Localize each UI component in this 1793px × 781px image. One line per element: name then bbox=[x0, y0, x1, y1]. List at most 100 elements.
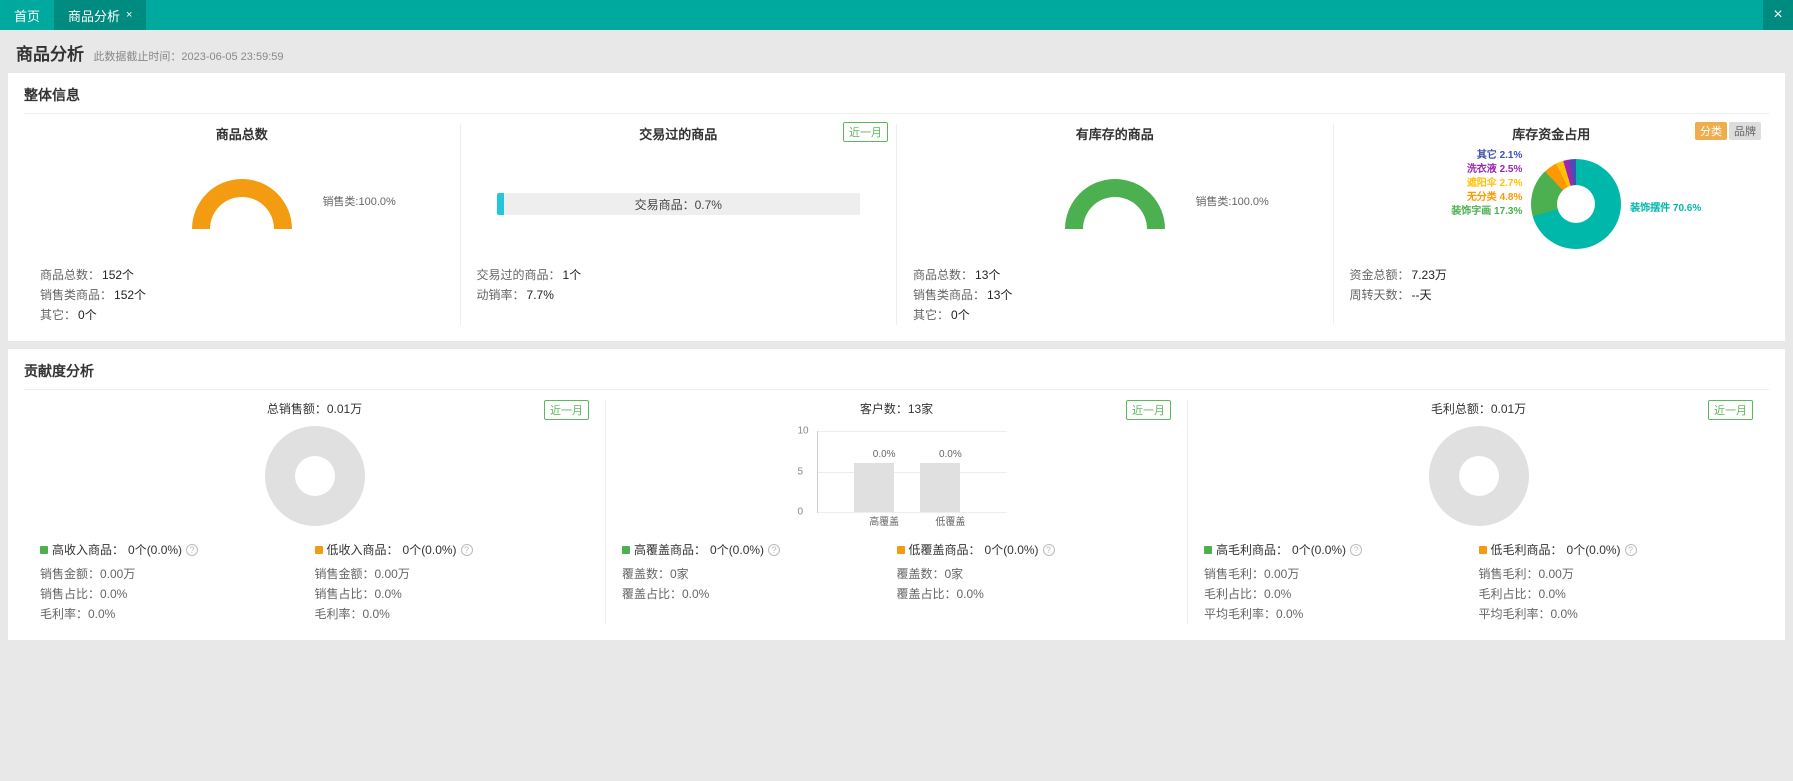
card-stats: 商品总数：152个销售类商品：152个其它：0个 bbox=[40, 265, 444, 325]
tab-close-icon[interactable]: × bbox=[126, 9, 132, 21]
card-stock-capital: 分类 品牌 库存资金占用 其它 2.1%洗衣液 2.5%遮阳伞 2.7%无分类 … bbox=[1333, 124, 1770, 325]
card-title-v: 13家 bbox=[908, 400, 933, 417]
pie-slice-label: 洗衣液 2.5% bbox=[1451, 163, 1522, 177]
stat-line: 覆盖数：0家 bbox=[897, 564, 1172, 584]
bar-chart-coverage: 0510 0.0%高覆盖 0.0%低覆盖 bbox=[787, 421, 1007, 531]
stat-line: 覆盖占比：0.0% bbox=[897, 584, 1172, 604]
help-icon[interactable]: ? bbox=[1350, 544, 1362, 556]
stat-line: 商品总数：13个 bbox=[913, 265, 1317, 285]
stat-line: 其它：0个 bbox=[40, 305, 444, 325]
card-total-products: 商品总数 销售类:100.0% 商品总数：152个销售类商品：152个其它：0个 bbox=[24, 124, 460, 325]
card-stats: 商品总数：13个销售类商品：13个其它：0个 bbox=[913, 265, 1317, 325]
progress-traded: 交易商品：0.7% bbox=[497, 193, 860, 215]
stat-line: 其它：0个 bbox=[913, 305, 1317, 325]
pie-slice-label: 无分类 4.8% bbox=[1451, 191, 1522, 205]
badge-period[interactable]: 近一月 bbox=[544, 400, 589, 420]
gauge-stock-products bbox=[1065, 179, 1165, 229]
contrib-stats: 高覆盖商品： 0个(0.0%) ? 覆盖数：0家覆盖占比：0.0% 低覆盖商品：… bbox=[622, 541, 1171, 604]
badge-period[interactable]: 近一月 bbox=[1126, 400, 1171, 420]
bar: 0.0%低覆盖 bbox=[920, 463, 960, 512]
gauge-label: 销售类:100.0% bbox=[1195, 193, 1268, 209]
tab-product-analysis[interactable]: 商品分析 × bbox=[54, 0, 146, 30]
stat-line: 销售占比：0.0% bbox=[315, 584, 590, 604]
help-icon[interactable]: ? bbox=[768, 544, 780, 556]
card-title-v: 0.01万 bbox=[1491, 400, 1526, 417]
pie-stock-capital: 其它 2.1%洗衣液 2.5%遮阳伞 2.7%无分类 4.8%装饰字画 17.3… bbox=[1451, 149, 1651, 259]
contrib-val: 0个(0.0%) bbox=[710, 541, 764, 558]
pie-slice-label: 遮阳伞 2.7% bbox=[1451, 177, 1522, 191]
help-icon[interactable]: ? bbox=[1043, 544, 1055, 556]
stat-line: 销售金额：0.00万 bbox=[40, 564, 315, 584]
progress-fill bbox=[497, 193, 504, 215]
help-icon[interactable]: ? bbox=[461, 544, 473, 556]
stat-line: 覆盖数：0家 bbox=[622, 564, 897, 584]
page-title: 商品分析 bbox=[16, 40, 84, 65]
panel-contribution: 贡献度分析 总销售额： 0.01万 近一月 高收入商品： 0个(0.0%) ? … bbox=[8, 349, 1785, 640]
progress-label: 交易商品：0.7% bbox=[635, 196, 722, 213]
contrib-stats: 高毛利商品： 0个(0.0%) ? 销售毛利：0.00万毛利占比：0.0%平均毛… bbox=[1204, 541, 1753, 624]
tabbar-close-icon[interactable]: × bbox=[1763, 0, 1793, 30]
stat-line: 毛利占比：0.0% bbox=[1479, 584, 1754, 604]
card-title: 有库存的商品 bbox=[913, 124, 1317, 143]
stat-line: 平均毛利率：0.0% bbox=[1204, 604, 1479, 624]
toggle-category[interactable]: 分类 bbox=[1695, 122, 1727, 140]
contrib-col-left: 高毛利商品： 0个(0.0%) ? 销售毛利：0.00万毛利占比：0.0%平均毛… bbox=[1204, 541, 1479, 624]
help-icon[interactable]: ? bbox=[1625, 544, 1637, 556]
contrib-val: 0个(0.0%) bbox=[128, 541, 182, 558]
tab-bar: 首页 商品分析 × × bbox=[0, 0, 1793, 30]
contrib-hdr: 低收入商品： bbox=[327, 541, 399, 558]
stat-line: 平均毛利率：0.0% bbox=[1479, 604, 1754, 624]
card-traded-products: 近一月 交易过的商品 交易商品：0.7% 交易过的商品：1个动销率：7.7% bbox=[460, 124, 897, 325]
card-customers: 客户数： 13家 近一月 0510 0.0%高覆盖 0.0%低覆盖 高覆盖商品：… bbox=[605, 400, 1187, 624]
legend-swatch bbox=[315, 546, 323, 554]
page-header: 商品分析 此数据截止时间：2023-06-05 23:59:59 bbox=[0, 30, 1793, 73]
contrib-hdr: 高毛利商品： bbox=[1216, 541, 1288, 558]
pie-labels: 其它 2.1%洗衣液 2.5%遮阳伞 2.7%无分类 4.8%装饰字画 17.3… bbox=[1451, 149, 1522, 219]
stat-line: 覆盖占比：0.0% bbox=[622, 584, 897, 604]
contrib-col-left: 高收入商品： 0个(0.0%) ? 销售金额：0.00万销售占比：0.0%毛利率… bbox=[40, 541, 315, 624]
stat-line: 销售类商品：152个 bbox=[40, 285, 444, 305]
card-title: 商品总数 bbox=[40, 124, 444, 143]
contrib-hdr: 高覆盖商品： bbox=[634, 541, 706, 558]
stat-line: 毛利占比：0.0% bbox=[1204, 584, 1479, 604]
pie-slice-label: 其它 2.1% bbox=[1451, 149, 1522, 163]
stat-line: 销售毛利：0.00万 bbox=[1204, 564, 1479, 584]
legend-swatch bbox=[1479, 546, 1487, 554]
stat-line: 销售类商品：13个 bbox=[913, 285, 1317, 305]
legend-swatch bbox=[622, 546, 630, 554]
legend-swatch bbox=[1204, 546, 1212, 554]
donut-sales bbox=[265, 426, 365, 526]
card-gross-profit: 毛利总额： 0.01万 近一月 高毛利商品： 0个(0.0%) ? 销售毛利：0… bbox=[1187, 400, 1769, 624]
contrib-val: 0个(0.0%) bbox=[403, 541, 457, 558]
badge-period[interactable]: 近一月 bbox=[1708, 400, 1753, 420]
help-icon[interactable]: ? bbox=[186, 544, 198, 556]
bar: 0.0%高覆盖 bbox=[854, 463, 894, 512]
stat-line: 毛利率：0.0% bbox=[40, 604, 315, 624]
contrib-col-right: 低覆盖商品： 0个(0.0%) ? 覆盖数：0家覆盖占比：0.0% bbox=[897, 541, 1172, 604]
badge-period[interactable]: 近一月 bbox=[843, 122, 888, 142]
contrib-val: 0个(0.0%) bbox=[1567, 541, 1621, 558]
stat-line: 销售占比：0.0% bbox=[40, 584, 315, 604]
card-total-sales: 总销售额： 0.01万 近一月 高收入商品： 0个(0.0%) ? 销售金额：0… bbox=[24, 400, 605, 624]
tab-home[interactable]: 首页 bbox=[0, 0, 54, 30]
contrib-val: 0个(0.0%) bbox=[1292, 541, 1346, 558]
donut-profit bbox=[1429, 426, 1529, 526]
contrib-hdr: 高收入商品： bbox=[52, 541, 124, 558]
legend-swatch bbox=[40, 546, 48, 554]
card-title-v: 0.01万 bbox=[327, 400, 362, 417]
stat-line: 销售毛利：0.00万 bbox=[1479, 564, 1754, 584]
stat-line: 销售金额：0.00万 bbox=[315, 564, 590, 584]
panel-overall: 整体信息 商品总数 销售类:100.0% 商品总数：152个销售类商品：152个… bbox=[8, 73, 1785, 341]
toggle-brand[interactable]: 品牌 bbox=[1729, 122, 1761, 140]
legend-swatch bbox=[897, 546, 905, 554]
gauge-label: 销售类:100.0% bbox=[322, 193, 395, 209]
card-title-k: 客户数： bbox=[860, 400, 908, 417]
contrib-hdr: 低毛利商品： bbox=[1491, 541, 1563, 558]
card-title: 库存资金占用 bbox=[1350, 124, 1754, 143]
card-stats: 交易过的商品：1个动销率：7.7% bbox=[477, 265, 881, 305]
contrib-hdr: 低覆盖商品： bbox=[909, 541, 981, 558]
card-title-k: 总销售额： bbox=[267, 400, 327, 417]
card-stock-products: 有库存的商品 销售类:100.0% 商品总数：13个销售类商品：13个其它：0个 bbox=[896, 124, 1333, 325]
card-title-k: 毛利总额： bbox=[1431, 400, 1491, 417]
stat-line: 周转天数：--天 bbox=[1350, 285, 1754, 305]
